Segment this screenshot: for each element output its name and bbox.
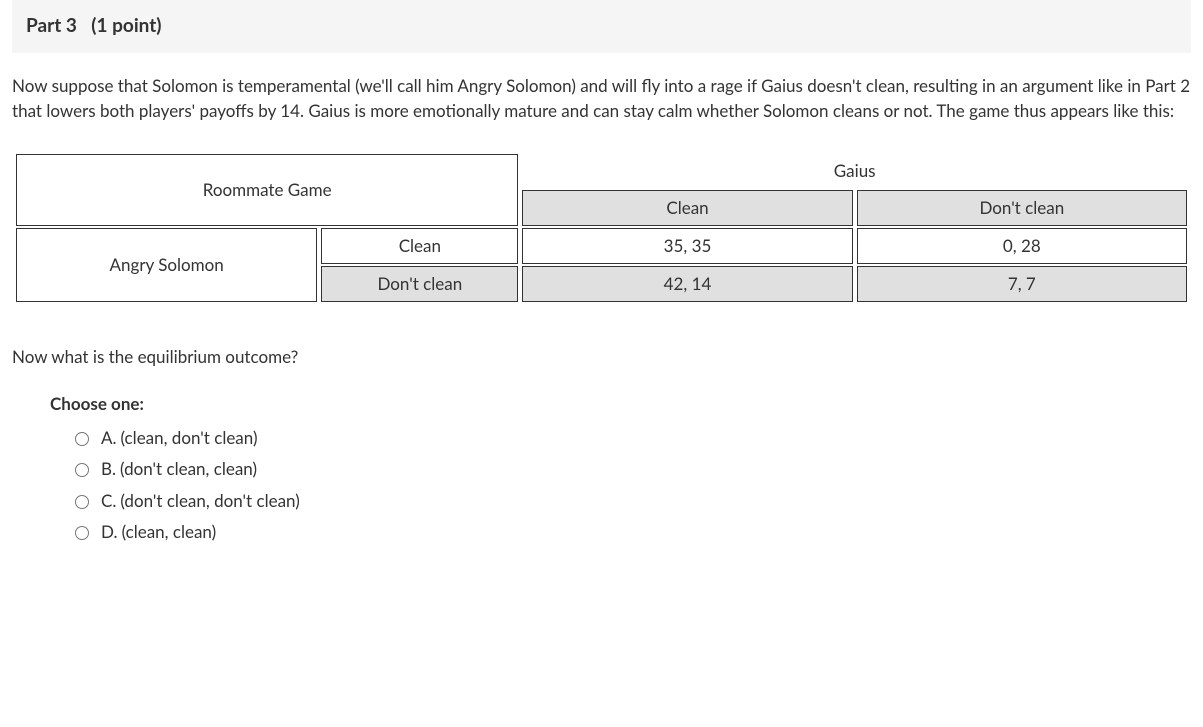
option-c-letter: C. <box>101 488 116 514</box>
part-header: Part 3 (1 point) <box>12 0 1191 53</box>
col-label-dont-clean: Don't clean <box>857 190 1187 226</box>
option-b-letter: B. <box>101 456 116 482</box>
row-label-dont-clean: Don't clean <box>321 266 518 302</box>
cell-0-1: 0, 28 <box>857 228 1187 264</box>
cell-0-0: 35, 35 <box>522 228 852 264</box>
option-c[interactable]: C. (don't clean, don't clean) <box>70 488 1191 514</box>
question-text: Now what is the equilibrium outcome? <box>12 344 1191 370</box>
option-b-text: (don't clean, clean) <box>120 456 257 482</box>
col-player-label: Gaius <box>522 154 1187 188</box>
options-list: A. (clean, don't clean) B. (don't clean,… <box>70 425 1191 545</box>
cell-1-1: 7, 7 <box>857 266 1187 302</box>
option-b[interactable]: B. (don't clean, clean) <box>70 456 1191 482</box>
part-points: (1 point) <box>91 14 161 37</box>
option-b-radio[interactable] <box>75 463 89 477</box>
row-label-clean: Clean <box>321 228 518 264</box>
game-title-cell: Roommate Game <box>16 154 518 226</box>
option-d[interactable]: D. (clean, clean) <box>70 519 1191 545</box>
prompt-text: Now suppose that Solomon is temperamenta… <box>12 73 1191 124</box>
option-d-letter: D. <box>101 519 118 545</box>
option-a-text: (clean, don't clean) <box>121 425 258 451</box>
option-a[interactable]: A. (clean, don't clean) <box>70 425 1191 451</box>
row-player-label: Angry Solomon <box>16 228 317 302</box>
option-a-letter: A. <box>101 425 117 451</box>
game-table: Roommate Game Gaius Clean Don't clean An… <box>12 152 1191 304</box>
part-label: Part 3 <box>26 14 77 37</box>
option-c-text: (don't clean, don't clean) <box>120 488 299 514</box>
col-label-clean: Clean <box>522 190 852 226</box>
option-c-radio[interactable] <box>75 495 89 509</box>
option-a-radio[interactable] <box>75 432 89 446</box>
option-d-text: (clean, clean) <box>122 519 217 545</box>
option-d-radio[interactable] <box>75 526 89 540</box>
cell-1-0: 42, 14 <box>522 266 852 302</box>
choose-one-label: Choose one: <box>50 391 1191 417</box>
